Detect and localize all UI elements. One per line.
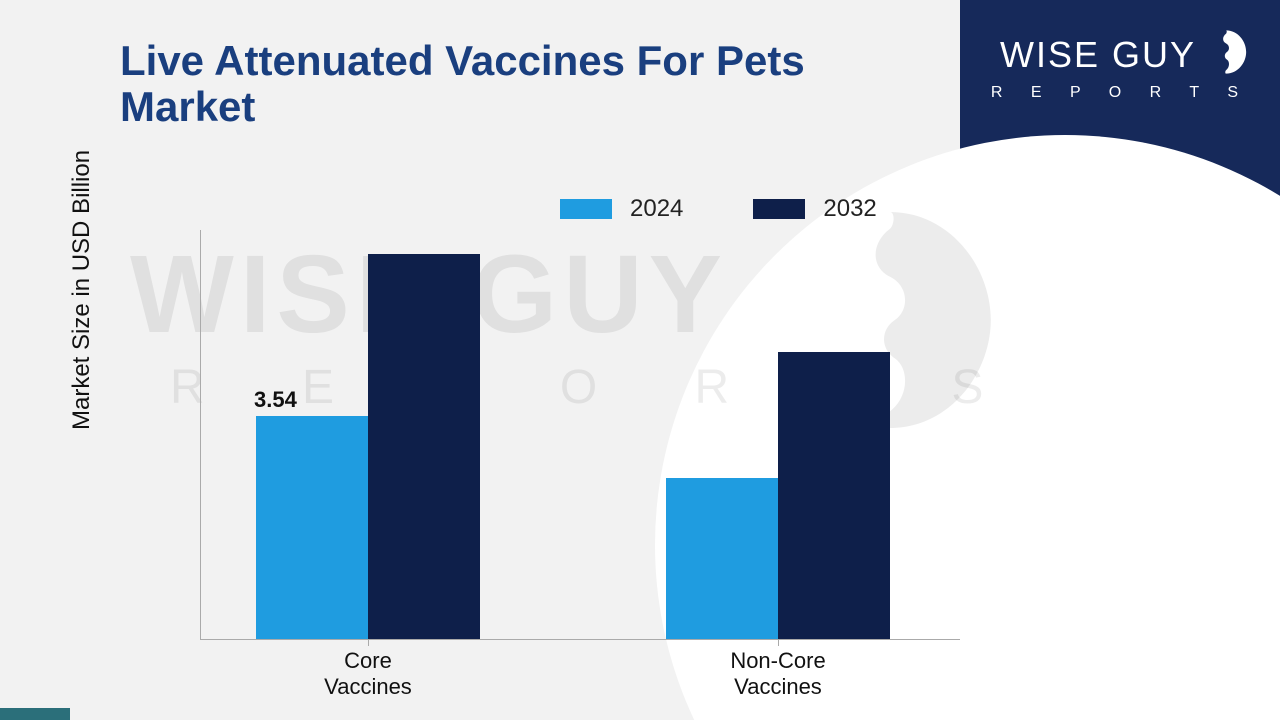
logo-text-top: WISE GUY — [1000, 37, 1196, 73]
head-icon — [1202, 28, 1250, 82]
brand-logo: WISE GUY R E P O R T S — [991, 28, 1250, 102]
category-core-line1: Core — [344, 648, 392, 673]
y-axis-label: Market Size in USD Billion — [68, 150, 96, 430]
legend-swatch-2024 — [560, 199, 612, 219]
bottom-strip — [0, 708, 70, 720]
legend: 2024 2032 — [560, 195, 877, 223]
bar-noncore-2024 — [666, 478, 778, 639]
legend-swatch-2032 — [753, 199, 805, 219]
legend-item-2032: 2032 — [753, 195, 876, 223]
plot-area: 3.54 Core Vaccines Non-Core Vaccines — [200, 230, 960, 640]
y-axis — [200, 230, 201, 640]
category-noncore-line2: Vaccines — [734, 674, 822, 699]
bar-core-2024 — [256, 416, 368, 639]
value-label-core-2024: 3.54 — [254, 387, 297, 413]
chart-card: WISE GUY R E P O R T S Live Attenuated V… — [0, 0, 1280, 720]
bar-noncore-2032 — [778, 352, 890, 639]
category-label-noncore: Non-Core Vaccines — [688, 640, 868, 701]
chart-title: Live Attenuated Vaccines For Pets Market — [120, 38, 840, 130]
legend-label-2032: 2032 — [823, 195, 876, 223]
bar-core-2032 — [368, 254, 480, 639]
legend-item-2024: 2024 — [560, 195, 683, 223]
category-core-line2: Vaccines — [324, 674, 412, 699]
legend-label-2024: 2024 — [630, 195, 683, 223]
category-label-core: Core Vaccines — [278, 640, 458, 701]
category-noncore-line1: Non-Core — [730, 648, 825, 673]
logo-text-bottom: R E P O R T S — [991, 84, 1250, 102]
